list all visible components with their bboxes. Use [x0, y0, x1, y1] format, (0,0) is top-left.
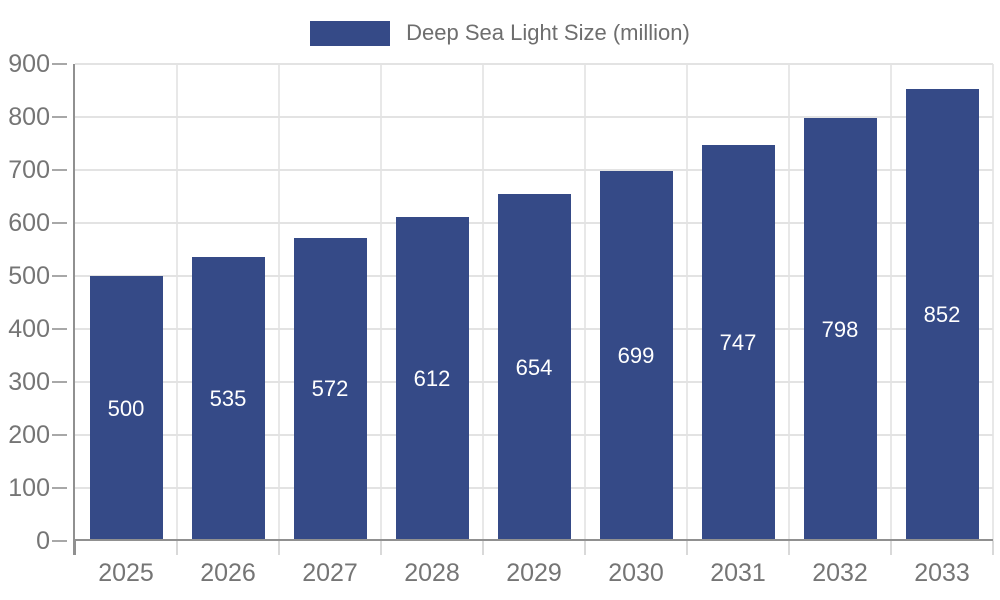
y-axis-tick-label: 100 — [8, 474, 50, 502]
bar-value-label: 572 — [311, 376, 349, 402]
bar-value-label: 798 — [821, 316, 859, 342]
y-axis-tick-label: 600 — [8, 209, 50, 237]
x-axis-tick — [584, 541, 586, 555]
gridline-horizontal — [75, 63, 993, 65]
y-axis-tick — [52, 328, 67, 330]
x-axis-tick-label: 2029 — [506, 559, 562, 587]
y-axis-tick — [52, 63, 67, 65]
gridline-vertical — [788, 64, 790, 541]
y-axis-tick — [52, 169, 67, 171]
x-axis-tick — [686, 541, 688, 555]
x-axis-tick-label: 2026 — [200, 559, 256, 587]
y-axis-tick — [52, 487, 67, 489]
bar-2033[interactable] — [905, 89, 979, 541]
x-axis-tick-label: 2033 — [914, 559, 970, 587]
gridline-horizontal — [75, 169, 993, 171]
y-axis-tick-label: 900 — [8, 50, 50, 78]
gridline-vertical — [992, 64, 994, 541]
bar-value-label: 654 — [515, 354, 553, 380]
x-axis-tick — [482, 541, 484, 555]
y-axis-tick — [52, 222, 67, 224]
legend-swatch — [310, 20, 391, 46]
gridline-vertical — [176, 64, 178, 541]
y-axis-tick-label: 700 — [8, 156, 50, 184]
gridline-vertical — [380, 64, 382, 541]
y-axis-tick — [52, 275, 67, 277]
bar-value-label: 852 — [923, 302, 961, 328]
bar-2031[interactable] — [701, 145, 775, 541]
chart-legend[interactable]: Deep Sea Light Size (million) — [0, 20, 1000, 46]
bar-2028[interactable] — [395, 216, 469, 541]
x-axis-tick-label: 2032 — [812, 559, 868, 587]
y-axis-tick — [52, 540, 67, 542]
y-axis-tick-label: 400 — [8, 315, 50, 343]
y-axis-line — [73, 64, 75, 555]
gridline-vertical — [584, 64, 586, 541]
bar-2027[interactable] — [293, 237, 367, 541]
x-axis-tick-label: 2028 — [404, 559, 460, 587]
y-axis-tick-label: 300 — [8, 368, 50, 396]
gridline-horizontal — [75, 116, 993, 118]
x-axis-tick — [788, 541, 790, 555]
bar-value-label: 699 — [617, 342, 655, 368]
y-axis-tick-label: 500 — [8, 262, 50, 290]
bar-2026[interactable] — [191, 257, 265, 541]
gridline-vertical — [482, 64, 484, 541]
legend-label: Deep Sea Light Size (million) — [406, 20, 690, 45]
bar-value-label: 747 — [719, 330, 757, 356]
bar-2032[interactable] — [803, 118, 877, 541]
y-axis-tick-label: 0 — [36, 527, 50, 555]
y-axis-tick — [52, 116, 67, 118]
gridline-vertical — [890, 64, 892, 541]
x-axis-tick — [74, 541, 76, 555]
bar-2029[interactable] — [497, 194, 571, 541]
x-axis-tick — [278, 541, 280, 555]
y-axis-tick — [52, 434, 67, 436]
x-axis-tick-label: 2030 — [608, 559, 664, 587]
bar-value-label: 535 — [209, 386, 247, 412]
y-axis-tick — [52, 381, 67, 383]
x-axis-tick — [992, 541, 994, 555]
x-axis-line — [73, 539, 993, 541]
y-axis-tick-label: 200 — [8, 421, 50, 449]
gridline-vertical — [278, 64, 280, 541]
bar-2025[interactable] — [89, 276, 163, 541]
y-axis-tick-label: 800 — [8, 103, 50, 131]
x-axis-tick — [890, 541, 892, 555]
x-axis-tick — [176, 541, 178, 555]
bar-value-label: 612 — [413, 365, 451, 391]
bar-2030[interactable] — [599, 170, 673, 541]
gridline-vertical — [686, 64, 688, 541]
x-axis-tick — [380, 541, 382, 555]
bar-value-label: 500 — [107, 395, 145, 421]
x-axis-tick-label: 2025 — [98, 559, 154, 587]
x-axis-tick-label: 2031 — [710, 559, 766, 587]
x-axis-tick-label: 2027 — [302, 559, 358, 587]
